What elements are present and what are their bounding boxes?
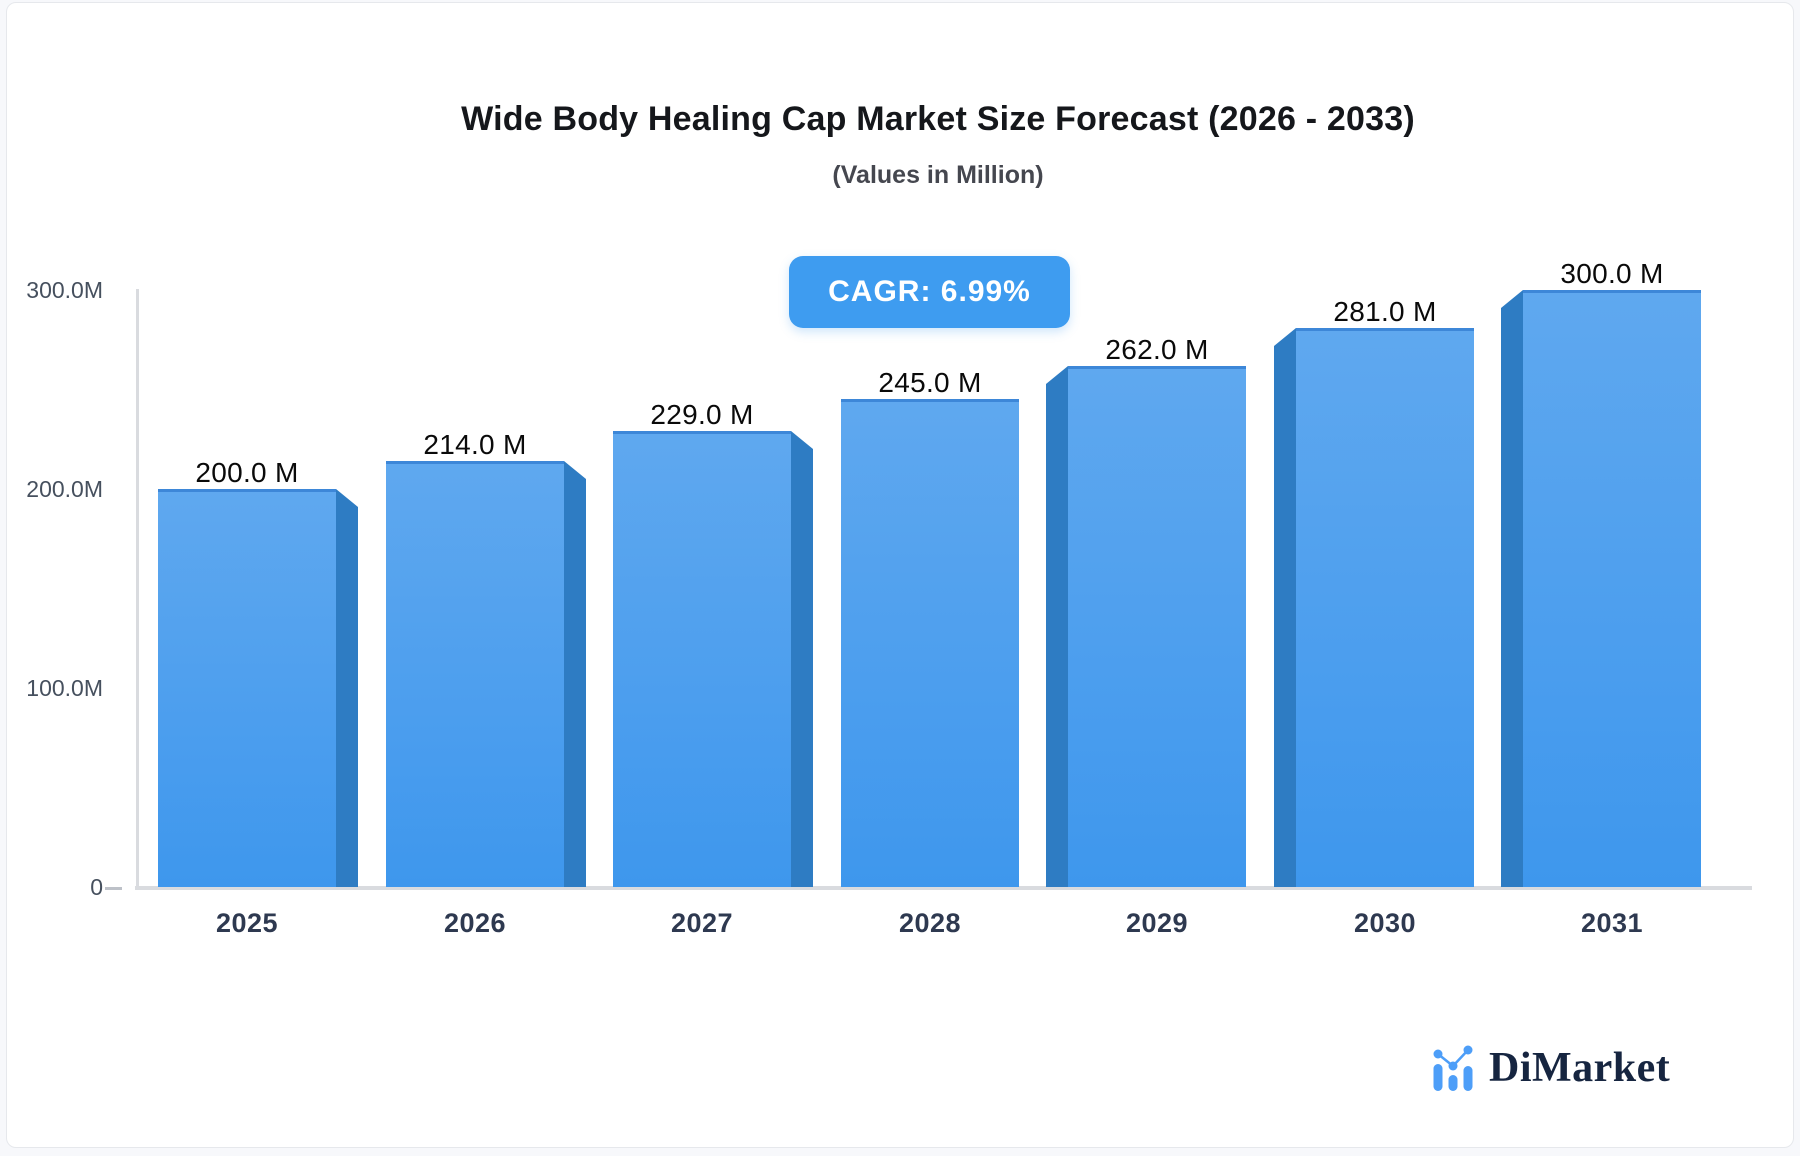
bar	[158, 489, 336, 887]
bar	[1068, 366, 1246, 887]
bar-value-label: 229.0 M	[650, 399, 754, 430]
x-axis-label: 2028	[898, 908, 962, 938]
x-axis-label: 2029	[1125, 908, 1189, 938]
bar-value-label: 281.0 M	[1333, 296, 1437, 327]
bar-value-label: 200.0 M	[195, 457, 299, 488]
bar-value-label: 300.0 M	[1560, 258, 1664, 289]
bar-value-label: 214.0 M	[423, 429, 527, 460]
y-tick-label: 300.0M	[26, 277, 103, 303]
x-axis-label: 2030	[1353, 908, 1417, 938]
bar-value-label: 262.0 M	[1105, 334, 1209, 365]
zero-tick-mark	[105, 887, 122, 890]
y-tick-label: 0	[90, 874, 103, 900]
y-tick-label: 200.0M	[26, 476, 103, 502]
x-axis-line	[135, 886, 1752, 890]
chart-card: Wide Body Healing Cap Market Size Foreca…	[6, 2, 1794, 1148]
bar-side-face	[791, 431, 813, 887]
x-axis-label: 2025	[215, 908, 279, 938]
y-axis-line	[136, 289, 139, 887]
brand-logo: DiMarket	[1431, 1043, 1670, 1093]
cagr-badge: CAGR: 6.99%	[789, 256, 1070, 328]
bar-side-face	[1046, 366, 1068, 887]
bar-side-face	[564, 461, 586, 887]
brand-logo-text: DiMarket	[1489, 1045, 1671, 1091]
plot-area: 300.0M 200.0M 100.0M 0 200.0 M 2025 214.0 M 202…	[7, 3, 1793, 1147]
cagr-badge-label: CAGR: 6.99%	[828, 275, 1031, 308]
chart-title: Wide Body Healing Cap Market Size Foreca…	[461, 100, 1415, 138]
x-axis-label: 2026	[443, 908, 507, 938]
bar-side-face	[1501, 290, 1523, 887]
bar	[1296, 328, 1474, 887]
bar	[841, 399, 1019, 887]
y-tick-label: 100.0M	[26, 675, 103, 701]
bar-side-face	[1274, 328, 1296, 887]
bar	[386, 461, 564, 887]
brand-logo-icon	[1433, 1045, 1473, 1091]
bar	[613, 431, 791, 887]
chart-subtitle: (Values in Million)	[832, 161, 1044, 189]
bar-side-face	[336, 489, 358, 887]
bar-value-label: 245.0 M	[878, 367, 982, 398]
x-axis-label: 2027	[670, 908, 734, 938]
bar	[1523, 290, 1701, 887]
x-axis-label: 2031	[1580, 908, 1644, 938]
